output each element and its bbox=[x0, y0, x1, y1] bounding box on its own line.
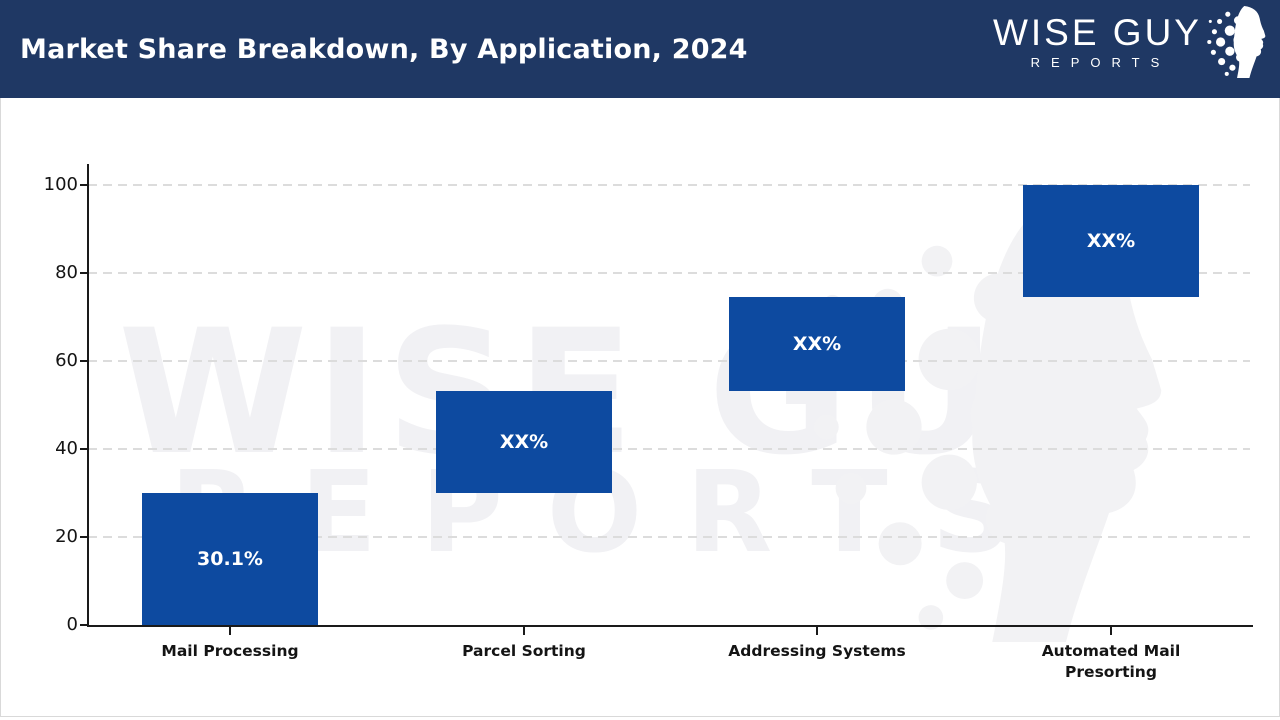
y-tick-mark bbox=[80, 448, 88, 450]
gridline-80 bbox=[88, 272, 1250, 274]
bar-value-label: XX% bbox=[792, 332, 842, 355]
y-tick-mark bbox=[80, 624, 88, 626]
y-axis-tick-label: 20 bbox=[55, 526, 78, 547]
x-axis-line bbox=[87, 625, 1253, 627]
header-bar: Market Share Breakdown, By Application, … bbox=[0, 0, 1280, 98]
logo-wise-guy-label: WISE GUY bbox=[992, 12, 1202, 54]
bar-value-label: XX% bbox=[499, 430, 549, 453]
category-label: Parcel Sorting bbox=[462, 642, 586, 660]
y-tick-mark bbox=[80, 360, 88, 362]
y-tick-mark bbox=[80, 184, 88, 186]
bar-mail-processing: 30.1% bbox=[142, 492, 318, 625]
page-title: Market Share Breakdown, By Application, … bbox=[20, 33, 748, 65]
gridline-20 bbox=[88, 536, 1250, 538]
gridline-100 bbox=[88, 184, 1250, 186]
x-tick-mark bbox=[523, 627, 525, 635]
x-tick-mark bbox=[1110, 627, 1112, 635]
y-tick-mark bbox=[80, 536, 88, 538]
bar-value-label: XX% bbox=[1086, 229, 1136, 252]
category-label: Mail Processing bbox=[161, 642, 299, 660]
bar-parcel-sorting: XX% bbox=[436, 390, 612, 493]
logo-reports-label: REPORTS bbox=[1030, 54, 1171, 70]
category-label: Addressing Systems bbox=[728, 642, 906, 660]
y-axis-tick-label: 0 bbox=[66, 614, 78, 635]
category-label: Automated Mail Presorting bbox=[1041, 642, 1181, 681]
x-tick-mark bbox=[229, 627, 231, 635]
y-axis-tick-label: 60 bbox=[55, 350, 78, 371]
bottom-border bbox=[0, 716, 1280, 717]
y-tick-mark bbox=[80, 272, 88, 274]
wise-guy-reports-logo: WISE GUY REPORTS bbox=[993, 6, 1266, 78]
bar-value-label: 30.1% bbox=[197, 547, 263, 570]
left-border bbox=[0, 98, 1, 716]
wise-guy-face-icon bbox=[1207, 6, 1266, 78]
y-axis-tick-label: 40 bbox=[55, 438, 78, 459]
y-axis-tick-label: 100 bbox=[43, 174, 78, 195]
y-axis-tick-label: 80 bbox=[55, 262, 78, 283]
gridline-60 bbox=[88, 360, 1250, 362]
x-tick-mark bbox=[816, 627, 818, 635]
y-axis-line bbox=[87, 164, 89, 627]
bar-addressing-systems: XX% bbox=[729, 296, 905, 391]
gridline-40 bbox=[88, 448, 1250, 450]
logo-text: WISE GUY REPORTS bbox=[992, 12, 1202, 70]
bar-automated-mail-presorting: XX% bbox=[1023, 185, 1199, 297]
